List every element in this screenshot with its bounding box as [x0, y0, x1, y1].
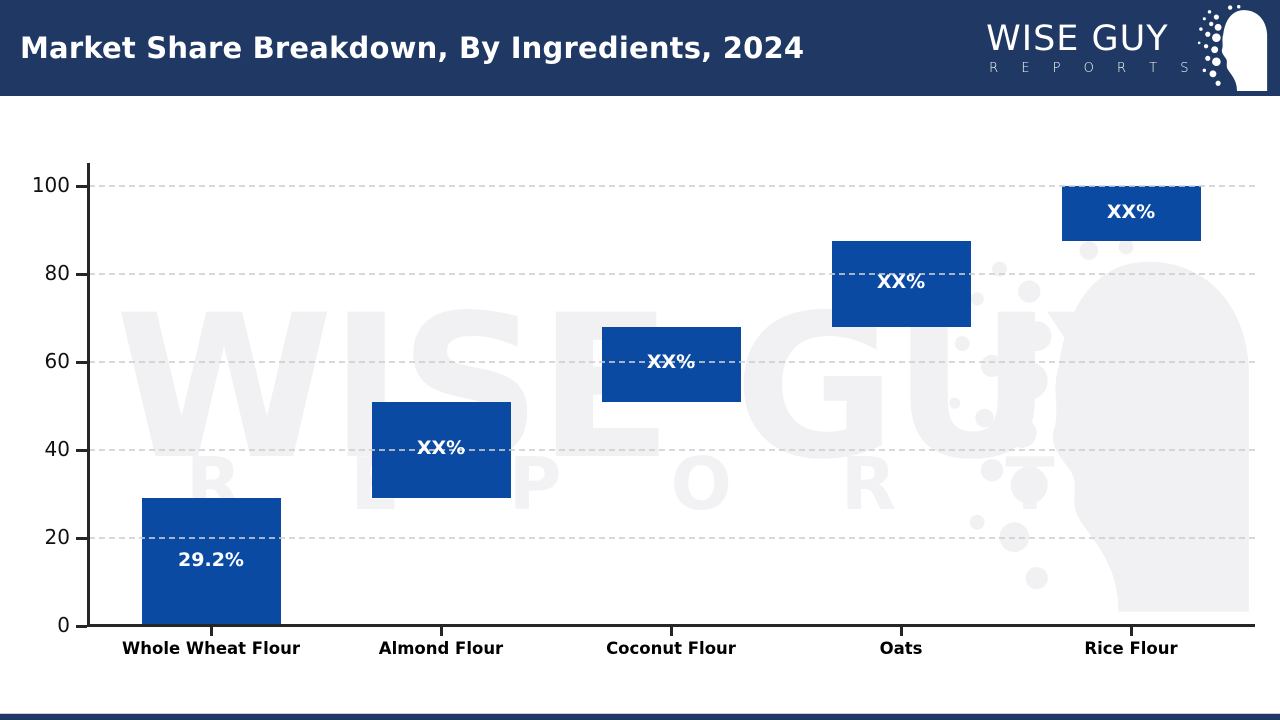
footer-bar	[0, 713, 1280, 720]
y-tick-label: 100	[31, 173, 70, 197]
y-tick-label: 0	[57, 613, 70, 637]
watermark-face-icon	[949, 239, 1249, 612]
gridline	[89, 361, 1255, 363]
bar-segment	[601, 326, 741, 402]
y-axis-line	[87, 163, 90, 627]
wise-guy-reports-logo: WISE GUY R E P O R T S	[986, 0, 1270, 96]
x-axis-line	[87, 624, 1255, 627]
header-bar: Market Share Breakdown, By Ingredients, …	[0, 0, 1280, 96]
x-category-label: Almond Flour	[378, 639, 504, 658]
logo-subtitle: R E P O R T S	[989, 60, 1198, 76]
bar-segment	[141, 497, 281, 626]
y-tick-mark	[76, 449, 87, 452]
x-tick-mark	[1129, 627, 1133, 636]
y-tick-mark	[76, 273, 87, 276]
x-category-label: Oats	[879, 639, 923, 658]
gridline	[89, 273, 1255, 275]
y-tick-mark	[76, 537, 87, 540]
bar-segment	[1061, 186, 1201, 241]
y-tick-mark	[76, 625, 87, 628]
logo-wordmark-block: WISE GUY R E P O R T S	[986, 18, 1198, 76]
bar-value-label: 29.2%	[178, 548, 244, 571]
bar-segment	[831, 241, 971, 327]
bar-value-label: XX%	[646, 351, 696, 374]
bar-value-label: XX%	[416, 436, 466, 459]
gridline	[89, 449, 1255, 451]
x-category-label: Rice Flour	[1084, 639, 1178, 658]
y-tick-label: 20	[44, 525, 70, 549]
x-category-label: Coconut Flour	[606, 639, 736, 658]
gridline	[89, 185, 1255, 187]
bar-value-label: XX%	[876, 270, 926, 293]
page-title: Market Share Breakdown, By Ingredients, …	[20, 31, 805, 65]
x-tick-mark	[669, 627, 673, 636]
y-tick-mark	[76, 185, 87, 188]
gridline	[89, 537, 1255, 539]
y-tick-label: 80	[44, 261, 70, 285]
bar-value-label: XX%	[1106, 200, 1156, 223]
x-tick-mark	[209, 627, 213, 636]
x-tick-mark	[439, 627, 443, 636]
y-tick-label: 60	[44, 349, 70, 373]
x-tick-mark	[899, 627, 903, 636]
logo-wordmark: WISE GUY	[986, 18, 1169, 59]
logo-face-icon	[1197, 5, 1268, 91]
y-tick-mark	[76, 361, 87, 364]
y-tick-label: 40	[44, 437, 70, 461]
x-category-label: Whole Wheat Flour	[122, 639, 300, 658]
